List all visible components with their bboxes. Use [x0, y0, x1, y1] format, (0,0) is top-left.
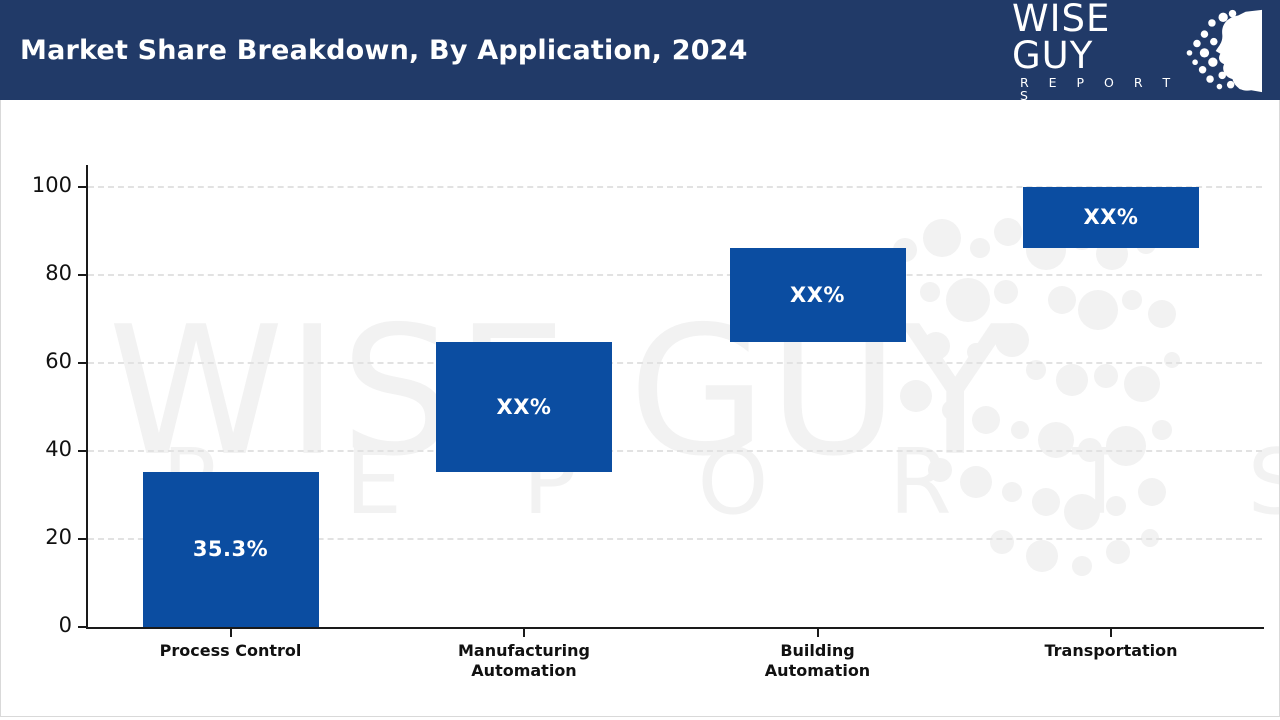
gridline-y-40 [88, 450, 1262, 452]
category-label-2: Building Automation [698, 641, 938, 681]
gridline-y-20 [88, 538, 1262, 540]
brand-logo: WISE GUY R E P O R T S [1012, 0, 1262, 101]
y-tick-label-60: 60 [45, 349, 72, 373]
y-tick-60 [78, 362, 87, 364]
category-label-line: Process Control [159, 641, 302, 660]
bar-value-label: 35.3% [192, 537, 269, 562]
bar-manufacturing-automation: XX% [436, 341, 612, 472]
y-tick-40 [78, 450, 87, 452]
gridline-y-80 [88, 274, 1262, 276]
gridline-y-100 [88, 186, 1262, 188]
bar-value-label: XX% [1083, 205, 1139, 230]
y-tick-label-40: 40 [45, 437, 72, 461]
gridline-y-60 [88, 362, 1262, 364]
header-bar: Market Share Breakdown, By Application, … [0, 0, 1280, 101]
page-title: Market Share Breakdown, By Application, … [20, 34, 748, 66]
y-axis-spine [86, 165, 88, 629]
watermark-face-dots-icon [890, 218, 1180, 576]
x-tick-1 [523, 629, 525, 637]
x-tick-2 [816, 629, 819, 637]
category-label-3: Transportation [991, 641, 1231, 661]
category-label-line: Transportation [1044, 641, 1178, 660]
logo-face-icon [1186, 9, 1262, 93]
x-tick-0 [229, 629, 232, 637]
category-label-line: Manufacturing [458, 641, 590, 660]
category-label-line: Automation [471, 661, 577, 680]
y-tick-label-100: 100 [31, 173, 72, 197]
logo-wordmark: WISE GUY [1012, 0, 1111, 77]
y-tick-80 [78, 274, 87, 276]
x-tick-3 [1110, 629, 1112, 637]
bar-process-control: 35.3% [142, 471, 319, 627]
logo-reports-label: R E P O R T S [1020, 75, 1179, 103]
category-label-line: Building [780, 641, 855, 660]
category-label-0: Process Control [111, 641, 351, 661]
category-label-1: Manufacturing Automation [404, 641, 644, 681]
x-axis-spine [86, 627, 1264, 629]
y-tick-0 [78, 626, 87, 628]
y-tick-label-80: 80 [45, 261, 72, 285]
bar-building-automation: XX% [729, 247, 906, 342]
y-tick-100 [78, 186, 87, 188]
y-tick-label-0: 0 [58, 613, 72, 637]
bar-transportation: XX% [1023, 187, 1199, 248]
y-tick-label-20: 20 [45, 525, 72, 549]
category-label-line: Automation [764, 661, 871, 680]
y-tick-20 [78, 538, 87, 540]
bar-value-label: XX% [790, 282, 845, 307]
bar-value-label: XX% [496, 394, 552, 419]
